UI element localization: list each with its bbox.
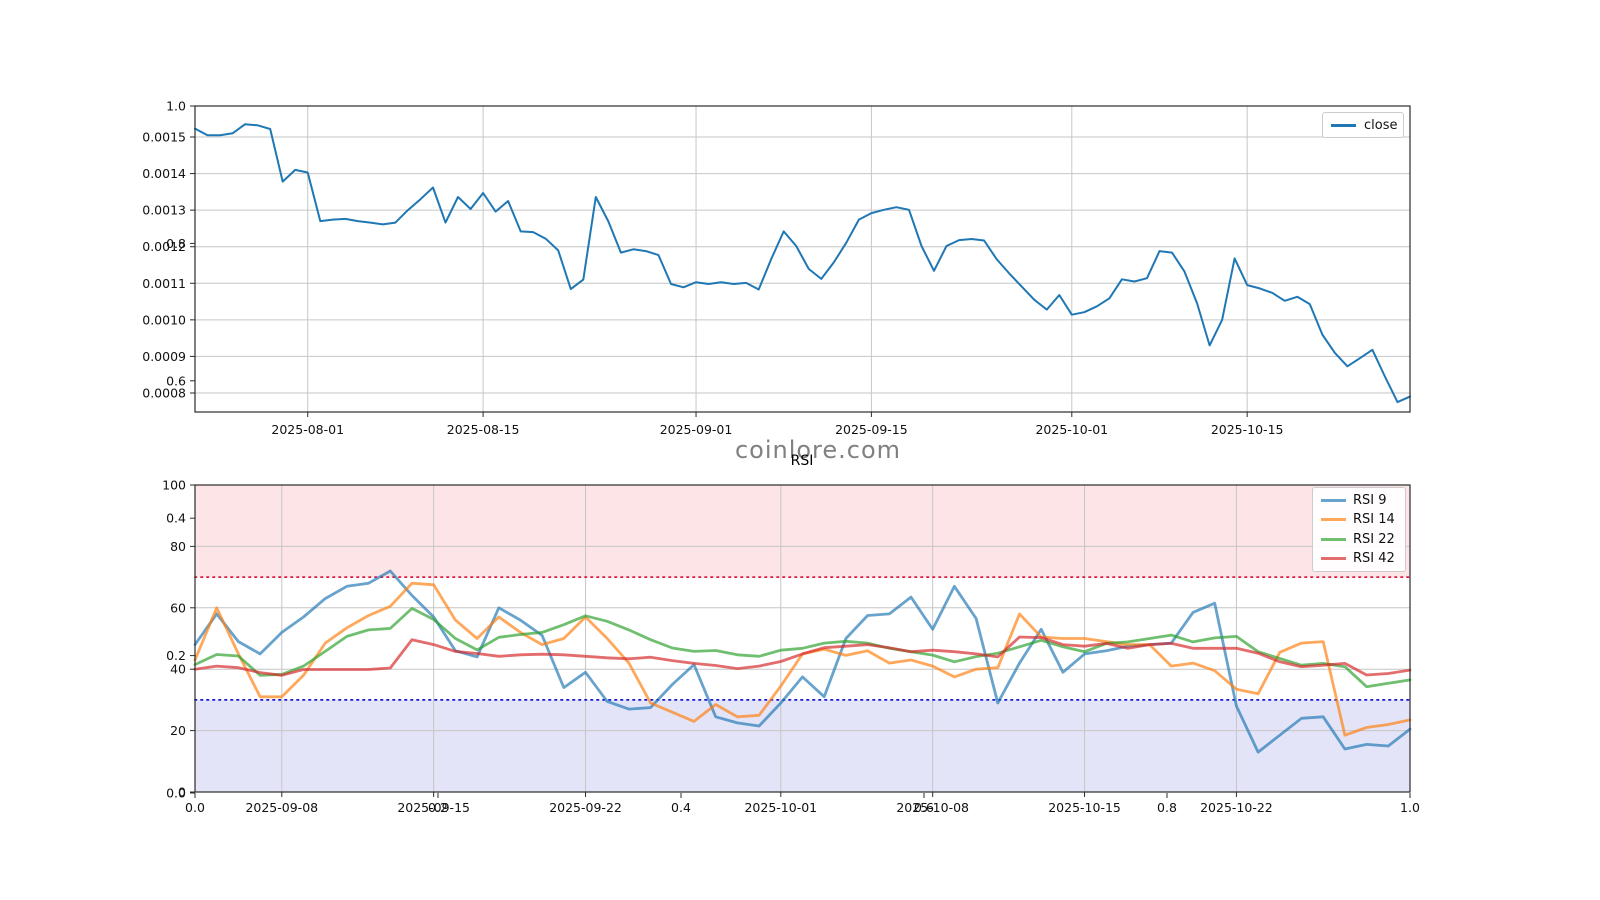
price-xtick-label: 2025-08-15 bbox=[447, 422, 520, 437]
price-xtick-label: 2025-10-01 bbox=[1035, 422, 1108, 437]
price-axes-border bbox=[194, 105, 1411, 413]
rsi-line-rsi22 bbox=[193, 607, 1412, 689]
rsi9-legend-label: RSI 9 bbox=[1353, 493, 1387, 509]
rsi-xtick-label: 2025-09-08 bbox=[245, 800, 318, 815]
rsi-xtick-label: 2025-10-22 bbox=[1200, 800, 1273, 815]
rsi-xtick-label: 2025-10-15 bbox=[1048, 800, 1121, 815]
overlay-ytick-label: 0.2 bbox=[166, 648, 186, 663]
rsi-axes-border bbox=[194, 484, 1411, 793]
overlay-ytick-label: 0.8 bbox=[166, 236, 186, 251]
rsi-legend-row: RSI 42 bbox=[1321, 549, 1397, 568]
overlay-ytick-label: 0.4 bbox=[166, 511, 186, 526]
rsi22-legend-label: RSI 22 bbox=[1353, 531, 1395, 547]
price-ytick-label: 0.0010 bbox=[142, 312, 186, 327]
oversold-band bbox=[195, 699, 1410, 792]
rsi-legend-row: RSI 22 bbox=[1321, 530, 1397, 549]
rsi-xtick-label: 2025-10-01 bbox=[744, 800, 817, 815]
rsi-line-rsi42 bbox=[193, 635, 1412, 677]
rsi-ytick-label: 0 bbox=[178, 785, 186, 800]
rsi-legend-row: RSI 14 bbox=[1321, 510, 1397, 529]
close-legend-line bbox=[1331, 123, 1356, 127]
price-xtick-label: 2025-09-01 bbox=[660, 422, 733, 437]
price-ytick-label: 0.0009 bbox=[142, 349, 186, 364]
price-xtick-label: 2025-09-15 bbox=[835, 422, 908, 437]
rsi14-legend-line bbox=[1321, 518, 1346, 522]
overbought-band bbox=[195, 485, 1410, 578]
price-ytick-label: 0.0015 bbox=[142, 130, 186, 145]
rsi42-legend-label: RSI 42 bbox=[1353, 550, 1395, 566]
rsi-ytick-label: 40 bbox=[170, 662, 186, 677]
overlay-ytick-label: 0.0 bbox=[166, 786, 186, 801]
close-line bbox=[194, 123, 1411, 404]
rsi-xtick-label: 2025-09-22 bbox=[549, 800, 622, 815]
price-ytick-label: 0.0014 bbox=[142, 166, 186, 181]
price-ytick-label: 0.0008 bbox=[142, 385, 186, 400]
rsi-chart-title: RSI bbox=[790, 453, 814, 469]
overlay-xtick-label: 0.4 bbox=[671, 800, 691, 815]
rsi-legend: RSI 9 RSI 14 RSI 22 RSI 42 bbox=[1312, 487, 1406, 572]
rsi9-legend-line bbox=[1321, 499, 1346, 503]
overlay-ytick-label: 1.0 bbox=[166, 99, 186, 114]
price-ytick-label: 0.0012 bbox=[142, 239, 186, 254]
overlay-xtick-label: 0.6 bbox=[914, 800, 934, 815]
overlay-ytick-label: 0.6 bbox=[166, 373, 186, 388]
rsi-xtick-label: 2025-10-08 bbox=[896, 800, 969, 815]
close-legend-label: close bbox=[1364, 117, 1398, 133]
rsi-ytick-label: 20 bbox=[170, 723, 186, 738]
overlay-xtick-label: 0.8 bbox=[1157, 800, 1177, 815]
price-xtick-label: 2025-10-15 bbox=[1211, 422, 1284, 437]
rsi-legend-row: RSI 9 bbox=[1321, 491, 1397, 510]
price-legend: close bbox=[1322, 112, 1404, 138]
rsi14-legend-label: RSI 14 bbox=[1353, 512, 1395, 528]
price-ytick-label: 0.0013 bbox=[142, 203, 186, 218]
overlay-xtick-label: 0.2 bbox=[428, 800, 448, 815]
watermark: coinlore.com bbox=[734, 436, 902, 464]
overlay-xtick-label: 1.0 bbox=[1400, 800, 1420, 815]
rsi42-legend-line bbox=[1321, 556, 1346, 560]
overlay-xtick-label: 0.0 bbox=[185, 800, 205, 815]
price-xtick-label: 2025-08-01 bbox=[271, 422, 344, 437]
rsi-ytick-label: 80 bbox=[170, 539, 186, 554]
rsi-xtick-label: 2025-09-15 bbox=[397, 800, 470, 815]
rsi22-legend-line bbox=[1321, 537, 1346, 541]
rsi-line-rsi9 bbox=[193, 569, 1412, 754]
price-ytick-label: 0.0011 bbox=[142, 276, 186, 291]
rsi-ytick-label: 100 bbox=[162, 478, 186, 493]
rsi-ytick-label: 60 bbox=[170, 600, 186, 615]
